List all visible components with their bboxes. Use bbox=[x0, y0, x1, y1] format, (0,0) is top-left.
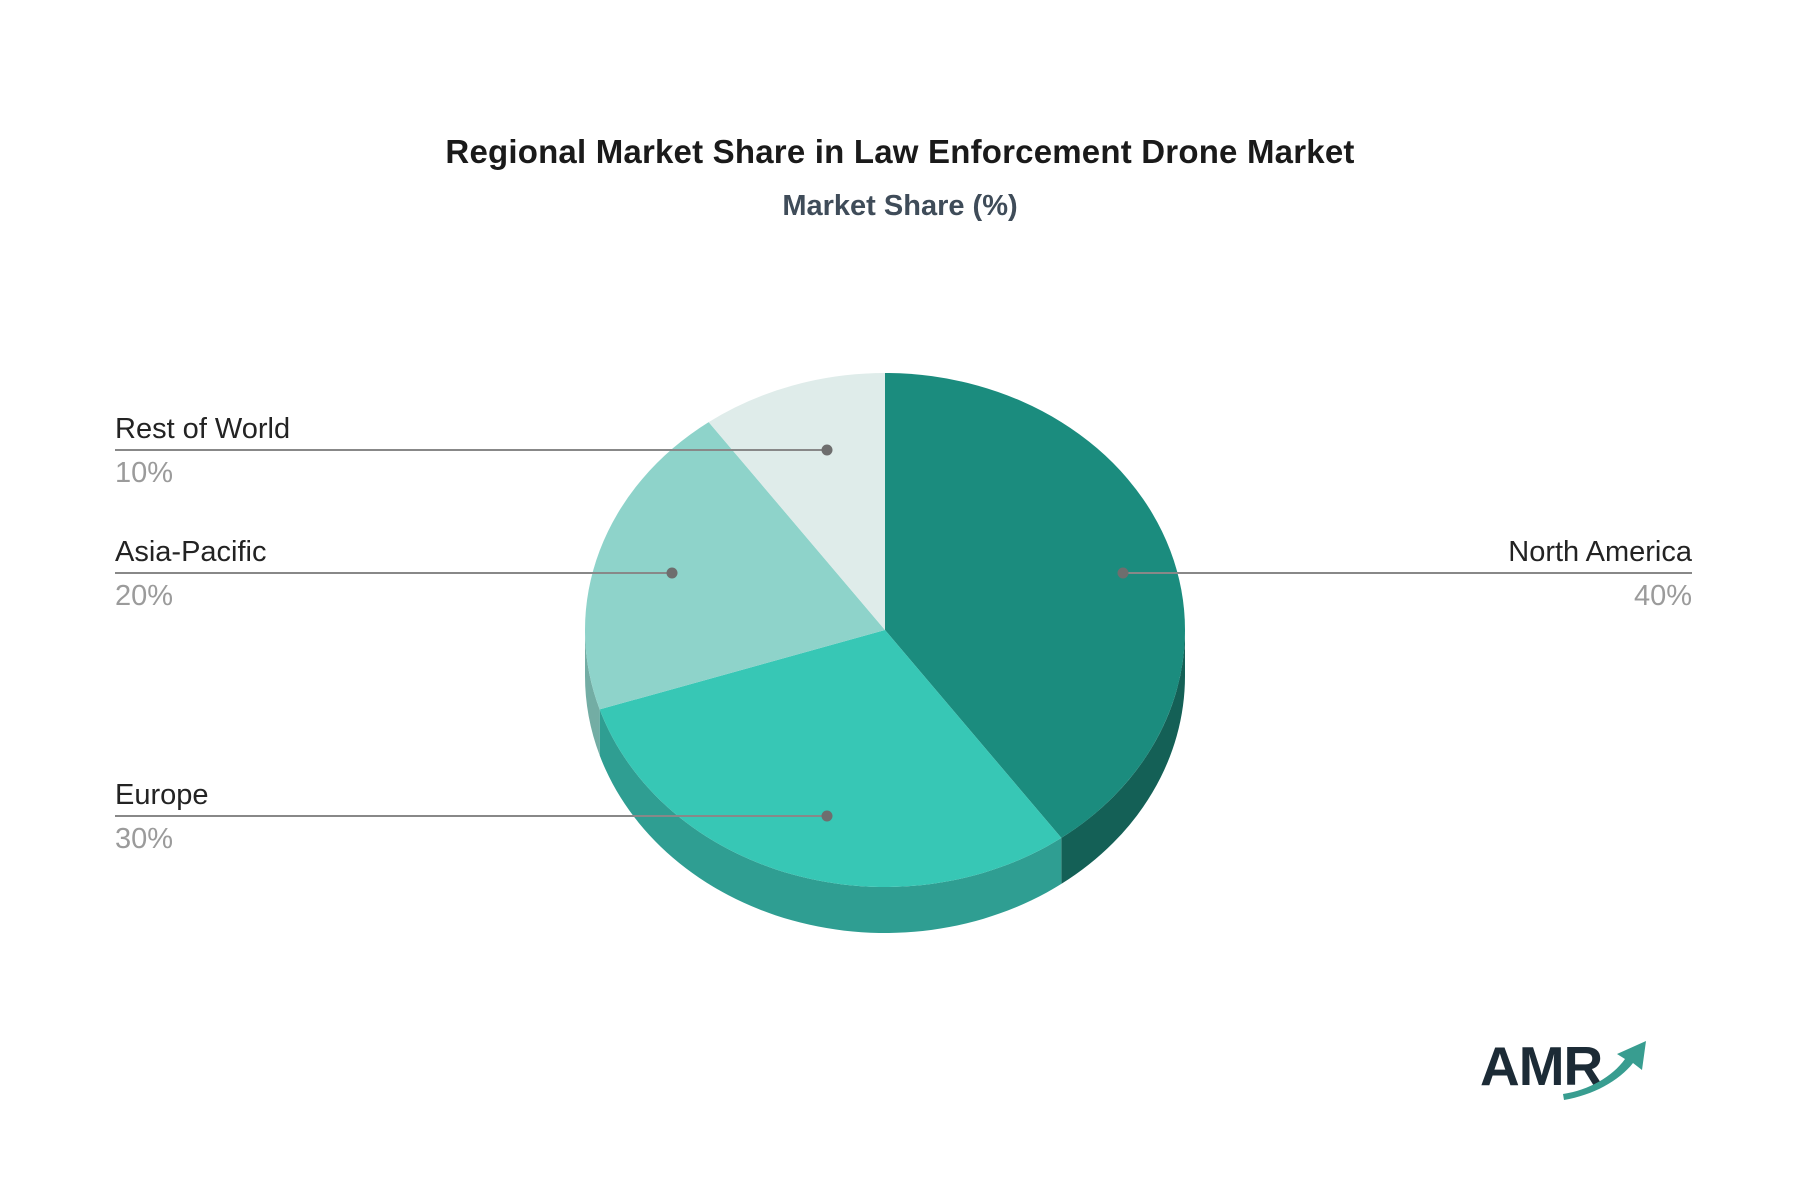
leader-dot-north-america bbox=[1117, 567, 1129, 579]
callout-asia-pacific: Asia-Pacific 20% bbox=[115, 535, 267, 613]
amr-logo-text: AMR bbox=[1480, 1035, 1603, 1097]
pie-slice-side-europe bbox=[599, 709, 1062, 933]
pie-slice-asia-pacific[interactable] bbox=[585, 422, 885, 710]
leader-dot-rest-of-world bbox=[821, 444, 833, 456]
amr-logo: AMR bbox=[1480, 1036, 1650, 1106]
callout-label: Rest of World bbox=[115, 413, 291, 445]
pie-slice-europe[interactable] bbox=[599, 630, 1062, 887]
chart-subtitle: Market Share (%) bbox=[782, 190, 1018, 222]
growth-arrow-icon bbox=[1563, 1041, 1646, 1100]
callout-value: 40% bbox=[1633, 580, 1692, 612]
callout-europe: Europe 30% bbox=[115, 778, 209, 856]
callout-value: 20% bbox=[115, 580, 174, 612]
pie-slice-side-north-america bbox=[1061, 630, 1185, 884]
leader-dot-asia-pacific bbox=[666, 567, 678, 579]
chart-title: Regional Market Share in Law Enforcement… bbox=[445, 133, 1355, 170]
callout-rest-of-world: Rest of World 10% bbox=[115, 412, 290, 490]
pie-slice-side-asia-pacific bbox=[585, 630, 600, 756]
pie-slice-north-america[interactable] bbox=[885, 373, 1185, 838]
callout-label: North America bbox=[1508, 536, 1692, 568]
pie-slice-rest-of-world[interactable] bbox=[708, 373, 885, 630]
callout-north-america: North America 40% bbox=[1508, 535, 1692, 613]
leader-dot-europe bbox=[821, 810, 833, 822]
callout-label: Europe bbox=[115, 779, 209, 811]
callout-value: 30% bbox=[115, 823, 174, 855]
callout-value: 10% bbox=[115, 457, 174, 489]
callout-label: Asia-Pacific bbox=[115, 536, 267, 568]
